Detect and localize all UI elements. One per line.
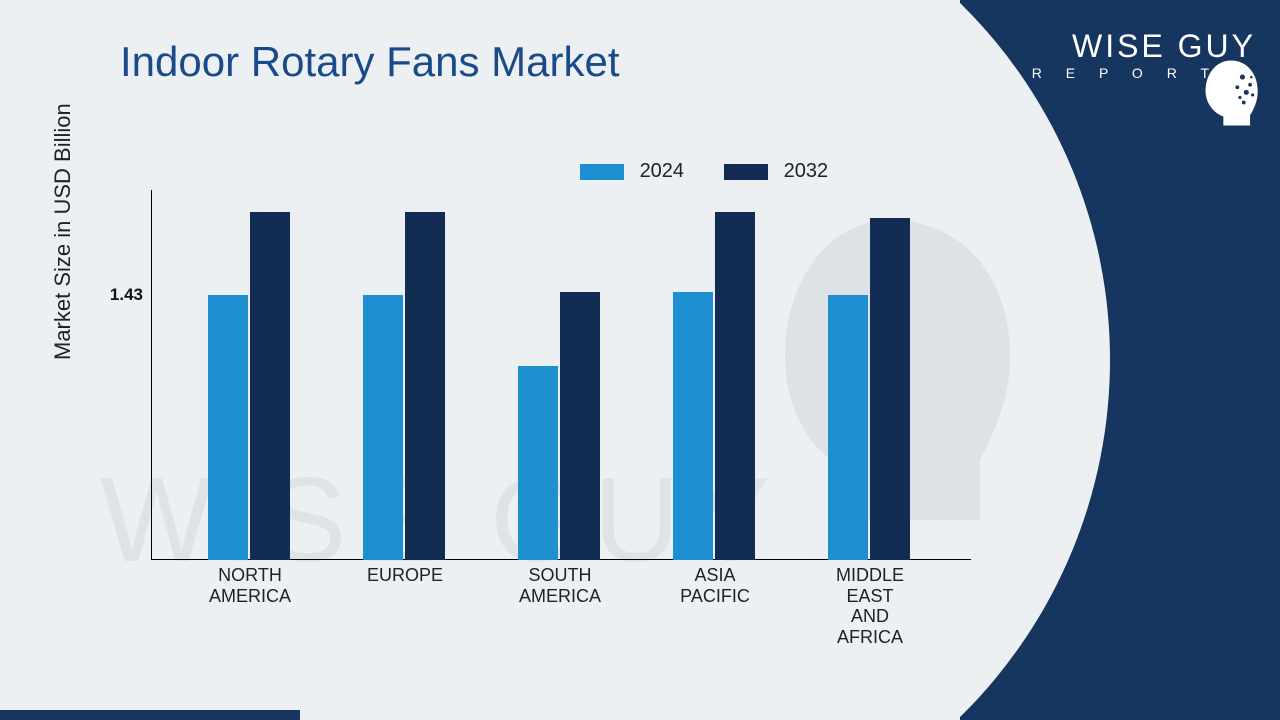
- chart: 2024 2032 Market Size in USD Billion 1.4…: [100, 160, 980, 660]
- bar-2024: [673, 292, 713, 560]
- legend-item-2032: 2032: [724, 160, 828, 183]
- legend-swatch-2024: [580, 164, 624, 180]
- legend-label-2032: 2032: [784, 160, 829, 182]
- bar-2024: [828, 295, 868, 560]
- bar-2032: [250, 212, 290, 560]
- plot-area: 1.43: [150, 190, 971, 561]
- bar-2024: [363, 295, 403, 560]
- category-label: ASIAPACIFIC: [650, 565, 780, 606]
- category-label: SOUTHAMERICA: [495, 565, 625, 606]
- y-axis-line: [151, 190, 152, 560]
- legend-swatch-2032: [724, 164, 768, 180]
- bar-2032: [560, 292, 600, 560]
- category-label: NORTHAMERICA: [185, 565, 315, 606]
- legend-item-2024: 2024: [580, 160, 684, 183]
- footer-accent: [0, 710, 300, 720]
- page-title: Indoor Rotary Fans Market: [120, 38, 620, 86]
- bar-2032: [870, 218, 910, 560]
- brand-head-icon: [1196, 58, 1266, 128]
- bar-2024: [208, 295, 248, 560]
- category-label: EUROPE: [340, 565, 470, 586]
- bar-2032: [715, 212, 755, 560]
- bar-2032: [405, 212, 445, 560]
- y-axis-label: Market Size in USD Billion: [50, 103, 76, 360]
- brand-logo: WISE GUY R E P O R T S: [1032, 28, 1256, 81]
- y-tick: 1.43: [103, 285, 143, 305]
- legend: 2024 2032: [580, 160, 828, 183]
- page: WISE GUY R E P O R T S WISE GUY R E P O …: [0, 0, 1280, 720]
- category-label: MIDDLEEASTANDAFRICA: [805, 565, 935, 648]
- legend-label-2024: 2024: [640, 160, 685, 182]
- bar-2024: [518, 366, 558, 560]
